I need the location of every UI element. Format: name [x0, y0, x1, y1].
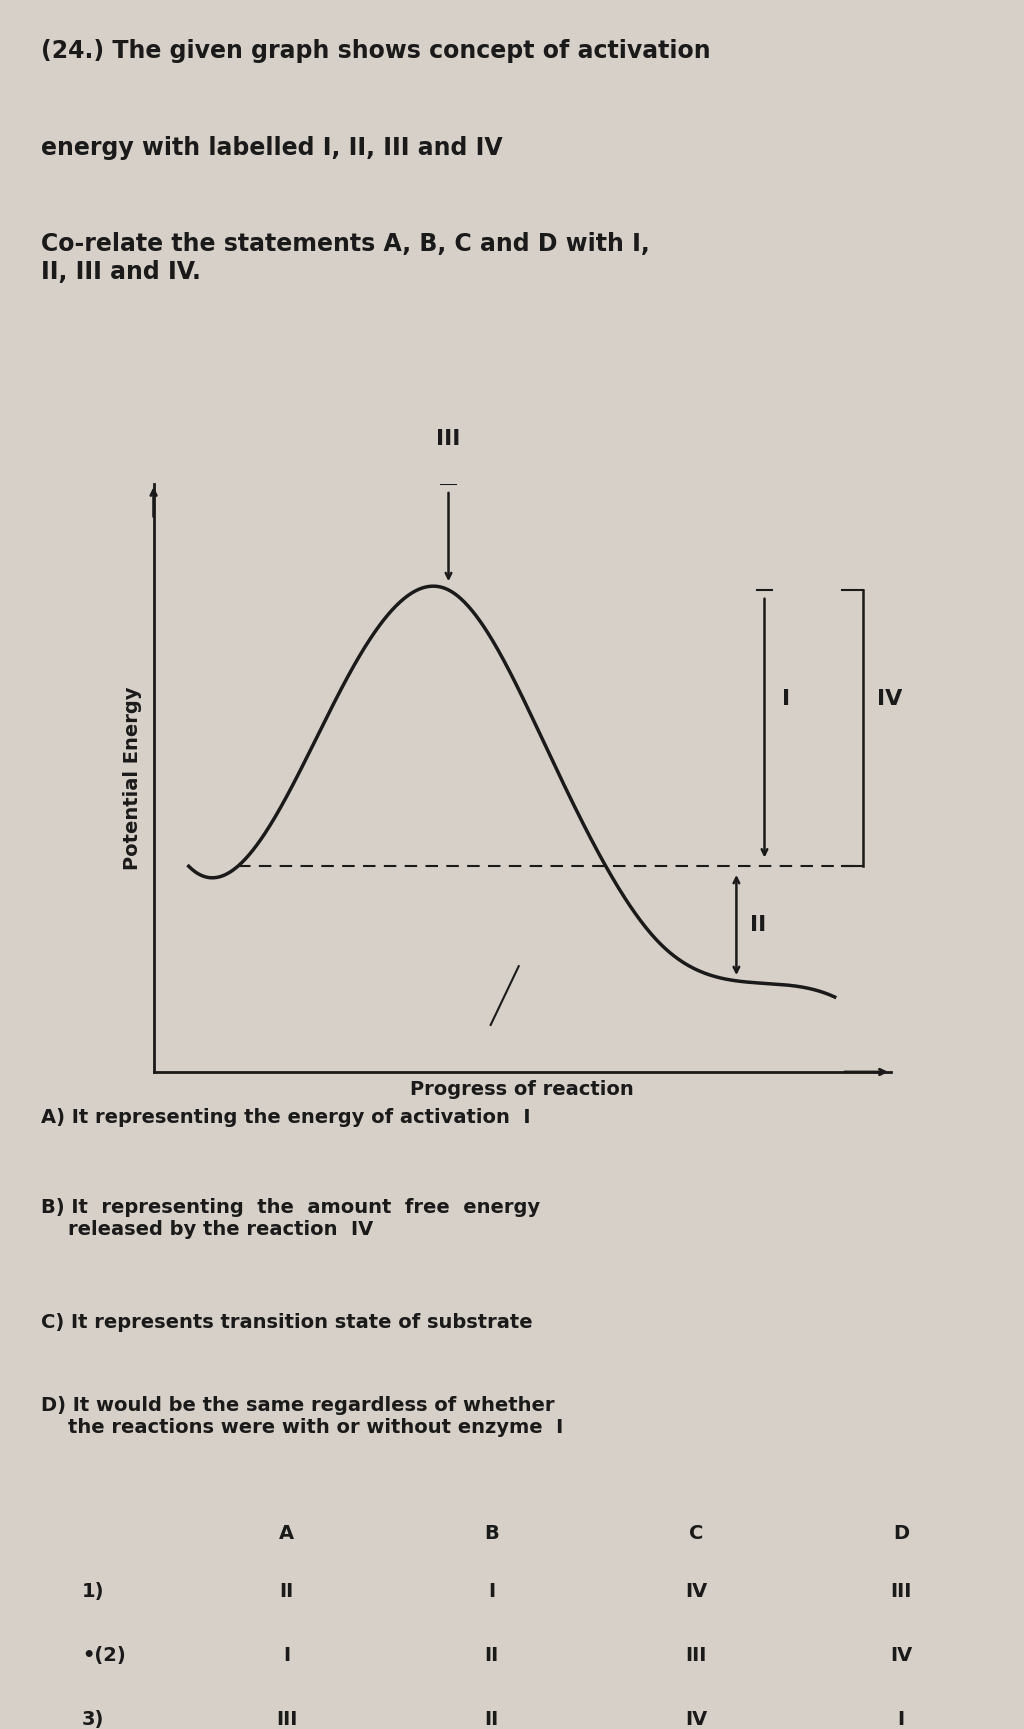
Text: I: I	[284, 1646, 290, 1665]
Text: I: I	[898, 1710, 904, 1729]
X-axis label: Progress of reaction: Progress of reaction	[411, 1081, 634, 1100]
Text: A: A	[280, 1525, 294, 1544]
Text: A) It representing the energy of activation  I: A) It representing the energy of activat…	[41, 1108, 530, 1127]
Text: IV: IV	[877, 688, 902, 709]
Text: I: I	[488, 1582, 495, 1601]
Text: III: III	[891, 1582, 911, 1601]
Text: 3): 3)	[82, 1710, 104, 1729]
Y-axis label: Potential Energy: Potential Energy	[124, 686, 142, 870]
Text: I: I	[782, 688, 791, 709]
Text: C: C	[689, 1525, 703, 1544]
Text: (24.) The given graph shows concept of activation: (24.) The given graph shows concept of a…	[41, 38, 711, 62]
Text: C) It represents transition state of substrate: C) It represents transition state of sub…	[41, 1314, 532, 1331]
Text: III: III	[436, 429, 461, 450]
Text: Co-relate the statements A, B, C and D with I,
II, III and IV.: Co-relate the statements A, B, C and D w…	[41, 232, 649, 284]
Text: D) It would be the same regardless of whether
    the reactions were with or wit: D) It would be the same regardless of wh…	[41, 1397, 563, 1437]
Text: II: II	[484, 1710, 499, 1729]
Text: III: III	[276, 1710, 297, 1729]
Text: IV: IV	[685, 1582, 708, 1601]
Text: IV: IV	[890, 1646, 912, 1665]
Text: II: II	[280, 1582, 294, 1601]
Text: B: B	[484, 1525, 499, 1544]
Text: •(2): •(2)	[82, 1646, 126, 1665]
Text: II: II	[484, 1646, 499, 1665]
Text: 1): 1)	[82, 1582, 104, 1601]
Text: IV: IV	[685, 1710, 708, 1729]
Text: B) It  representing  the  amount  free  energy
    released by the reaction  IV: B) It representing the amount free energ…	[41, 1198, 540, 1240]
Text: III: III	[686, 1646, 707, 1665]
Text: II: II	[751, 915, 767, 935]
Text: D: D	[893, 1525, 909, 1544]
Text: energy with labelled I, II, III and IV: energy with labelled I, II, III and IV	[41, 135, 503, 159]
